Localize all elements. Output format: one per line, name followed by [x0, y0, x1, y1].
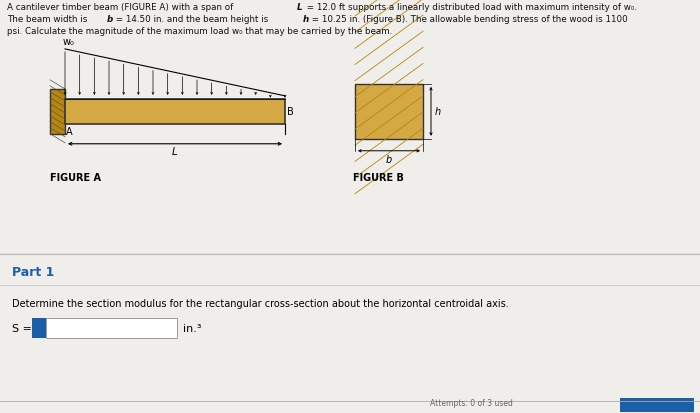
Text: in.³: in.³: [183, 323, 202, 333]
Bar: [355, 85, 423, 140]
Text: L: L: [297, 3, 302, 12]
Text: S =: S =: [12, 323, 36, 333]
Text: L: L: [172, 147, 178, 157]
Text: b: b: [386, 154, 392, 164]
Text: Determine the section modulus for the rectangular cross-section about the horizo: Determine the section modulus for the re…: [12, 298, 509, 308]
Text: h: h: [303, 15, 309, 24]
Text: The beam width is: The beam width is: [7, 15, 90, 24]
Text: FIGURE A: FIGURE A: [50, 172, 101, 182]
Text: psi. Calculate the magnitude of the maximum load w₀ that may be carried by the b: psi. Calculate the magnitude of the maxi…: [7, 27, 392, 36]
Text: FIGURE B: FIGURE B: [353, 172, 404, 182]
Bar: [50, 90, 65, 135]
Text: B: B: [287, 107, 294, 117]
Text: Attempts: 0 of 3 used: Attempts: 0 of 3 used: [430, 398, 513, 407]
Text: A: A: [66, 126, 73, 136]
Text: A cantilever timber beam (FIGURE A) with a span of: A cantilever timber beam (FIGURE A) with…: [7, 3, 233, 12]
Bar: [32, 318, 46, 338]
Bar: [46, 318, 177, 338]
Text: = 12.0 ft supports a linearly distributed load with maximum intensity of w₀.: = 12.0 ft supports a linearly distribute…: [304, 3, 637, 12]
Text: = 14.50 in. and the beam height is: = 14.50 in. and the beam height is: [113, 15, 271, 24]
Text: = 10.25 in. (Figure B). The allowable bending stress of the wood is 1100: = 10.25 in. (Figure B). The allowable be…: [309, 15, 628, 24]
Text: b: b: [107, 15, 113, 24]
Text: Part 1: Part 1: [12, 265, 55, 278]
Text: h: h: [435, 107, 441, 117]
Text: w₀: w₀: [63, 37, 75, 47]
Bar: [620, 398, 694, 412]
Bar: [65, 100, 285, 124]
